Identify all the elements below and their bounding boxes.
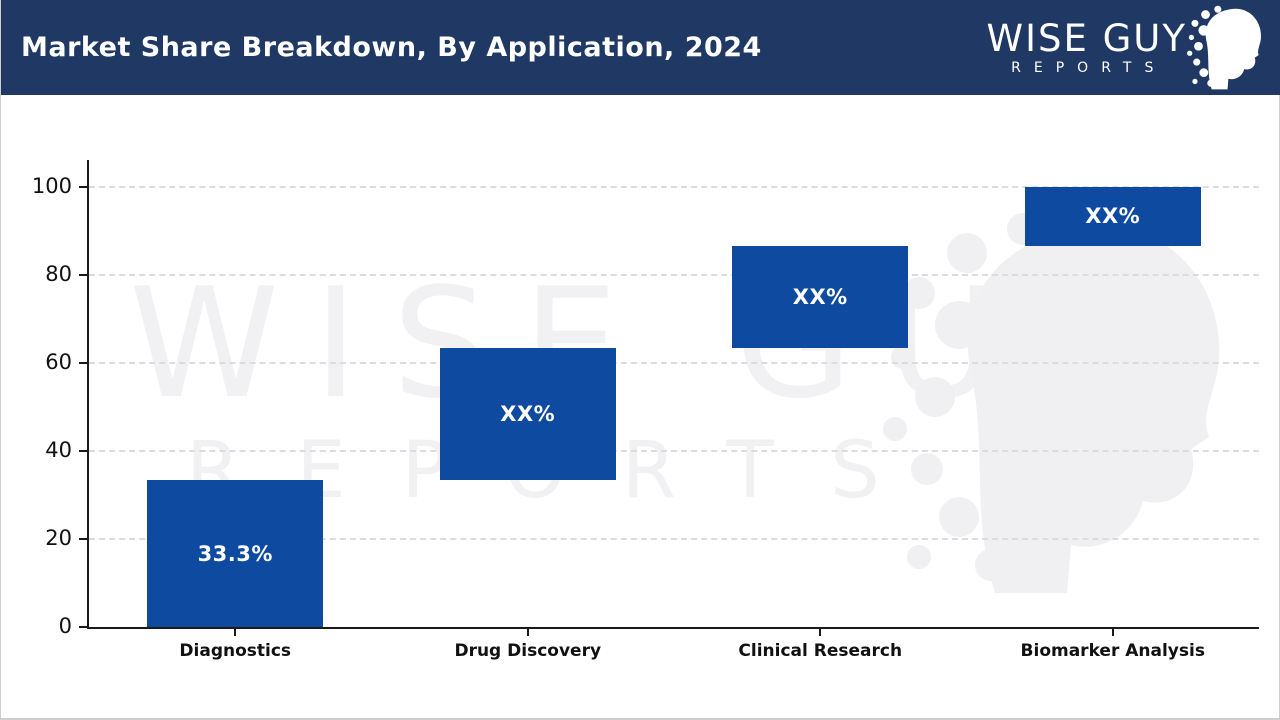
y-tick-label: 80 bbox=[45, 262, 72, 286]
x-tick-mark bbox=[234, 629, 237, 636]
grid-line bbox=[89, 274, 1259, 276]
bar: XX% bbox=[1024, 187, 1201, 246]
grid-line bbox=[89, 538, 1259, 540]
logo-subtitle: REPORTS bbox=[1011, 59, 1167, 76]
y-tick-mark bbox=[79, 362, 87, 364]
y-tick-label: 100 bbox=[31, 174, 72, 198]
bar-label: XX% bbox=[1085, 204, 1141, 229]
logo-face-icon bbox=[1187, 5, 1262, 89]
logo-wordmark: WISE GUY REPORTS bbox=[987, 20, 1187, 76]
waterfall-chart: 0 20 40 60 80 100 33.3% Diagnostics XX% Drug Disc… bbox=[1, 95, 1280, 720]
bar-label: XX% bbox=[500, 402, 556, 427]
bar: XX% bbox=[732, 245, 909, 349]
y-tick-label: 20 bbox=[45, 526, 72, 550]
y-tick-mark bbox=[79, 450, 87, 452]
bar-label: 33.3% bbox=[197, 541, 273, 566]
logo-title: WISE GUY bbox=[986, 16, 1187, 60]
x-axis-line bbox=[87, 627, 1259, 629]
bar: 33.3% bbox=[147, 480, 324, 627]
y-tick-label: 0 bbox=[58, 614, 72, 638]
wiseguy-logo: WISE GUY REPORTS bbox=[987, 4, 1280, 92]
y-tick-mark bbox=[79, 626, 87, 628]
x-category-label: Clinical Research bbox=[738, 641, 903, 661]
x-tick-mark bbox=[819, 629, 822, 636]
x-tick-mark bbox=[1111, 629, 1114, 636]
y-tick-label: 60 bbox=[45, 350, 72, 374]
y-tick-label: 40 bbox=[45, 438, 72, 462]
watermark-face-icon bbox=[883, 213, 1220, 593]
grid-line bbox=[89, 450, 1259, 452]
x-category-label: Drug Discovery bbox=[454, 641, 602, 661]
y-tick-mark bbox=[79, 538, 87, 540]
y-tick-mark bbox=[79, 186, 87, 188]
x-category-label: Diagnostics bbox=[179, 641, 292, 661]
y-axis-line bbox=[87, 160, 89, 629]
header: Market Share Breakdown, By Application, … bbox=[1, 0, 1280, 95]
grid-line bbox=[89, 186, 1259, 188]
x-tick-mark bbox=[526, 629, 529, 636]
bar-label: XX% bbox=[792, 284, 848, 309]
grid-line bbox=[89, 362, 1259, 364]
bar: XX% bbox=[439, 348, 616, 481]
y-tick-mark bbox=[79, 274, 87, 276]
x-category-label: Biomarker Analysis bbox=[1020, 641, 1205, 661]
page-title: Market Share Breakdown, By Application, … bbox=[21, 32, 762, 63]
